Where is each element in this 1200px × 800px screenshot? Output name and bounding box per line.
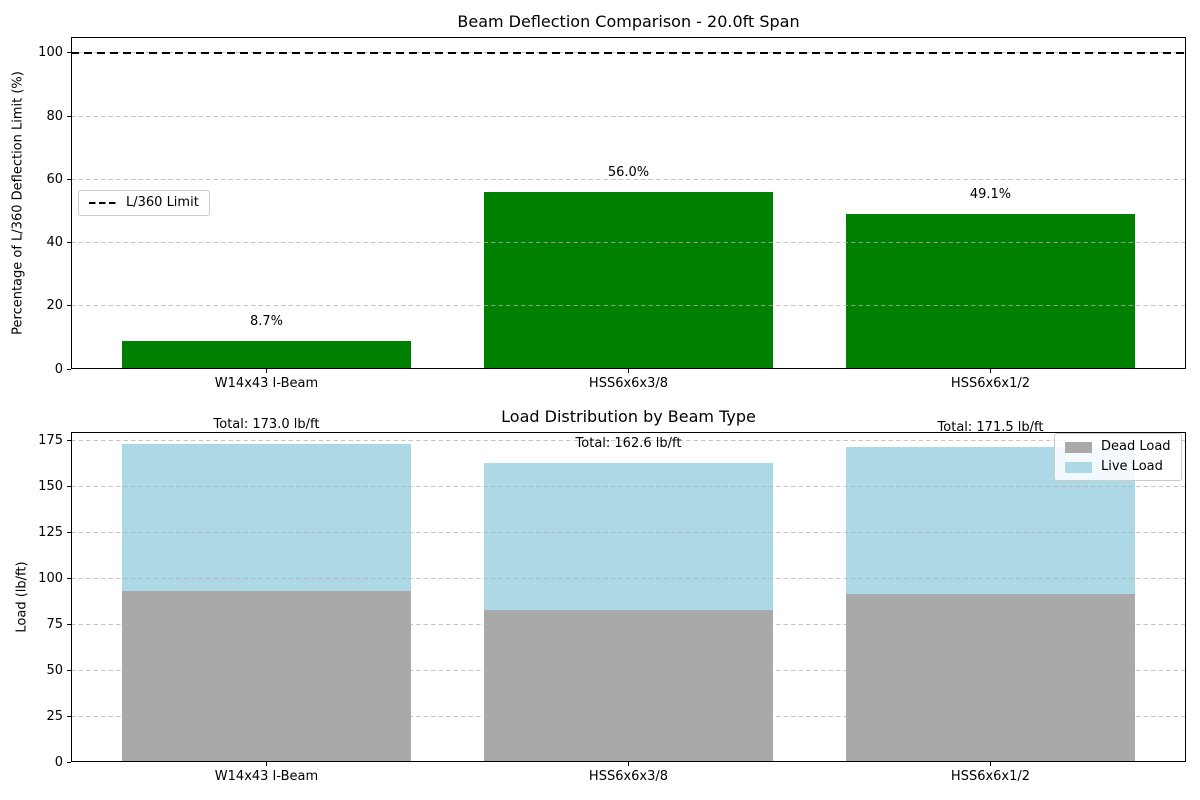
y-tick-mark	[67, 623, 71, 625]
bar-segment-live-load-hss6x6x3-8	[483, 463, 774, 611]
y-tick-mark	[67, 439, 71, 441]
gridline	[71, 577, 1186, 579]
gridline	[71, 531, 1186, 533]
legend-label-l360-limit: L/360 Limit	[126, 195, 199, 210]
x-tick-mark	[628, 762, 629, 766]
y-tick-label: 80	[46, 108, 63, 124]
y-tick-mark	[67, 242, 71, 244]
y-tick-mark	[67, 761, 71, 763]
y-tick-mark	[67, 115, 71, 117]
y-tick-label: 0	[54, 361, 63, 377]
legend-row-live-load: Live Load	[1065, 459, 1171, 475]
y-tick-mark	[67, 715, 71, 717]
x-tick-label: HSS6x6x1/2	[950, 769, 1031, 784]
y-tick-mark	[67, 531, 71, 533]
y-tick-mark	[67, 178, 71, 180]
plot-border	[71, 432, 1186, 762]
y-tick-label: 0	[54, 754, 63, 770]
gridline	[71, 485, 1186, 487]
y-tick-label: 100	[38, 45, 63, 61]
legend-label-dead-load: Dead Load	[1101, 439, 1171, 454]
y-tick-mark	[67, 485, 71, 487]
y-tick-label: 20	[46, 298, 63, 314]
y-tick-label: 100	[38, 570, 63, 586]
gridline	[71, 439, 1186, 441]
total-label: Total: 173.0 lb/ft	[213, 416, 320, 432]
gridline	[71, 715, 1186, 717]
y-tick-label: 50	[46, 662, 63, 678]
y-tick-mark	[67, 577, 71, 579]
y-tick-mark	[67, 368, 71, 370]
bar-segment-dead-load-w14x43-i-beam	[121, 591, 412, 762]
bar-hss6x6x3-8	[483, 191, 774, 369]
y-tick-label: 40	[46, 235, 63, 251]
deflection-chart-title: Beam Deflection Comparison - 20.0ft Span	[457, 12, 800, 31]
load-legend: Dead Load Live Load	[1054, 433, 1182, 481]
x-tick-mark	[265, 762, 267, 766]
gridline	[71, 623, 1186, 625]
y-tick-label: 25	[46, 708, 63, 724]
y-tick-label: 75	[46, 616, 63, 632]
x-tick-label: HSS6x6x3/8	[588, 769, 669, 784]
x-tick-mark	[265, 369, 267, 373]
legend-row-dead-load: Dead Load	[1065, 439, 1171, 455]
bar-segment-live-load-w14x43-i-beam	[121, 443, 412, 591]
load-chart-title: Load Distribution by Beam Type	[501, 407, 756, 426]
x-tick-label: W14x43 I-Beam	[214, 769, 319, 784]
total-label: Total: 171.5 lb/ft	[937, 419, 1044, 435]
bar-value-label: 56.0%	[607, 164, 650, 180]
x-tick-label: W14x43 I-Beam	[214, 376, 319, 391]
bar-hss6x6x1-2	[845, 213, 1136, 369]
dashed-line-icon	[89, 202, 117, 204]
reference-line	[71, 51, 1186, 54]
x-tick-mark	[628, 369, 629, 373]
x-tick-mark	[990, 369, 991, 373]
gridline	[71, 115, 1186, 117]
total-label: Total: 162.6 lb/ft	[575, 436, 682, 452]
x-tick-label: HSS6x6x1/2	[950, 376, 1031, 391]
bar-segment-dead-load-hss6x6x1-2	[845, 593, 1136, 762]
y-tick-mark	[67, 669, 71, 671]
gridline	[71, 669, 1186, 671]
y-tick-label: 125	[38, 524, 63, 540]
gridline	[71, 178, 1186, 180]
bar-value-label: 8.7%	[249, 314, 283, 330]
gridline	[71, 242, 1186, 244]
bar-w14x43-i-beam	[121, 341, 412, 369]
y-tick-label: 175	[38, 432, 63, 448]
bar-segment-dead-load-hss6x6x3-8	[483, 610, 774, 762]
dead-load-swatch-icon	[1065, 441, 1092, 453]
x-tick-label: HSS6x6x3/8	[588, 376, 669, 391]
gridline	[71, 305, 1186, 307]
bar-value-label: 49.1%	[969, 186, 1012, 202]
legend-label-live-load: Live Load	[1101, 459, 1163, 474]
deflection-legend: L/360 Limit	[78, 190, 210, 216]
plot-border	[71, 37, 1186, 369]
y-tick-label: 60	[46, 171, 63, 187]
y-tick-mark	[67, 52, 71, 54]
y-tick-mark	[67, 305, 71, 307]
x-tick-mark	[990, 762, 991, 766]
y-tick-label: 150	[38, 478, 63, 494]
live-load-swatch-icon	[1065, 461, 1092, 473]
